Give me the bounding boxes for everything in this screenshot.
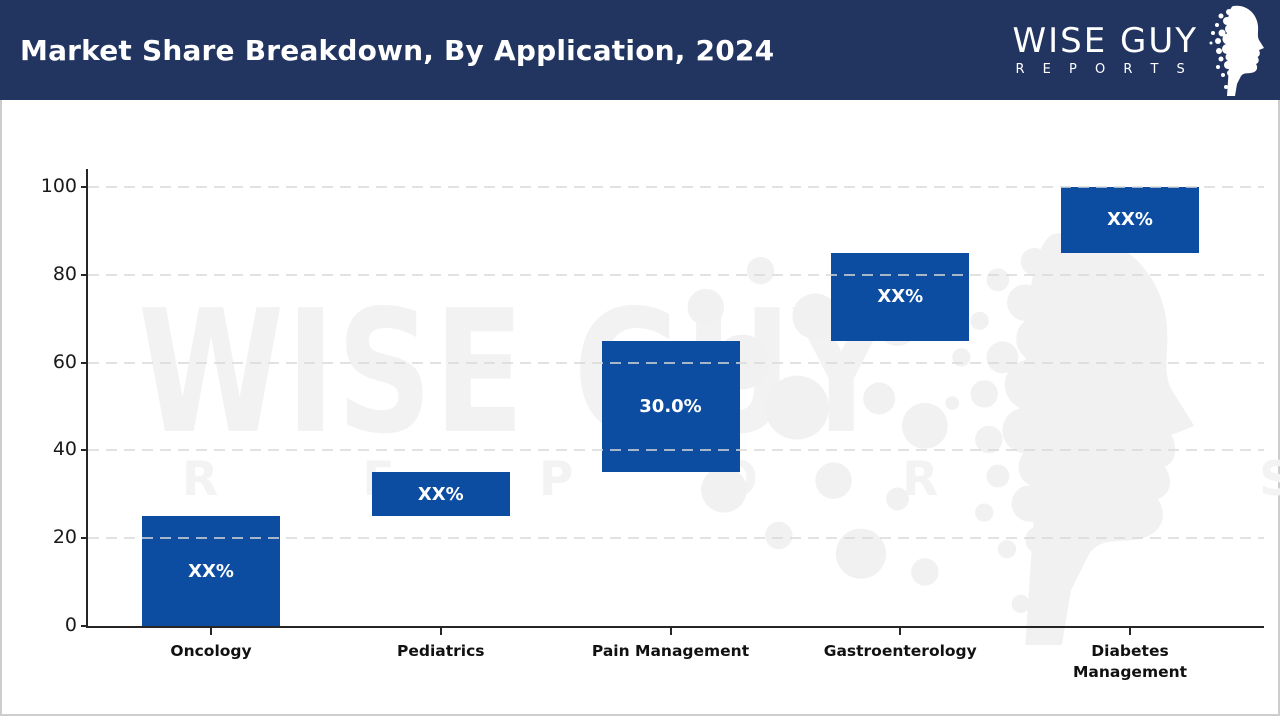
y-tick-mark (81, 361, 88, 364)
bar-value-label: 30.0% (639, 395, 702, 417)
bar: XX% (1061, 187, 1199, 253)
x-axis-line (88, 626, 1264, 628)
bar: 30.0% (601, 340, 740, 473)
bar: XX% (371, 472, 510, 517)
y-tick-label: 60 (52, 350, 77, 373)
y-tick-label: 100 (40, 175, 77, 197)
y-tick-label: 20 (52, 526, 77, 549)
header-bar: Market Share Breakdown, By Application, … (0, 0, 1280, 100)
y-tick-label: 0 (64, 614, 77, 636)
grid-line (88, 273, 1264, 276)
x-tick-label: Diabetes Management (1072, 642, 1188, 681)
x-tick-label: Pediatrics (396, 642, 485, 660)
x-tick-mark (899, 628, 902, 635)
logo-text: WISE GUY R E P O R T S (1012, 24, 1198, 77)
grid-line (88, 449, 1264, 452)
grid-line (88, 186, 1264, 188)
x-tick-mark (439, 628, 442, 635)
bar: XX% (831, 252, 970, 341)
x-tick-label: Gastroenterology (823, 642, 977, 660)
bar: XX% (142, 516, 280, 626)
bar-value-label: XX% (188, 560, 234, 582)
x-tick-mark (669, 628, 672, 635)
x-tick-label: Oncology (170, 642, 252, 660)
y-tick-mark (81, 537, 88, 540)
wise-guy-logo: WISE GUY R E P O R T S (1012, 4, 1280, 96)
bar-value-label: XX% (1107, 209, 1153, 231)
x-tick-label: Pain Management (591, 642, 750, 660)
logo-subtitle: R E P O R T S (1015, 61, 1192, 77)
y-tick-label: 80 (52, 262, 77, 285)
y-tick-mark (81, 449, 88, 452)
logo-wordmark: WISE GUY (1012, 20, 1198, 61)
page-title: Market Share Breakdown, By Application, … (20, 33, 775, 67)
grid-line (88, 537, 1264, 540)
y-axis-line (86, 169, 88, 628)
y-tick-label: 40 (52, 438, 77, 461)
y-tick-mark (81, 625, 88, 627)
bar-value-label: XX% (877, 286, 924, 308)
grid-line (88, 361, 1264, 364)
logo-head-icon (1209, 5, 1264, 96)
bar-value-label: XX% (417, 483, 464, 505)
x-tick-mark (1129, 628, 1131, 635)
x-tick-mark (210, 628, 212, 635)
y-tick-mark (81, 186, 88, 188)
y-tick-mark (81, 273, 88, 276)
